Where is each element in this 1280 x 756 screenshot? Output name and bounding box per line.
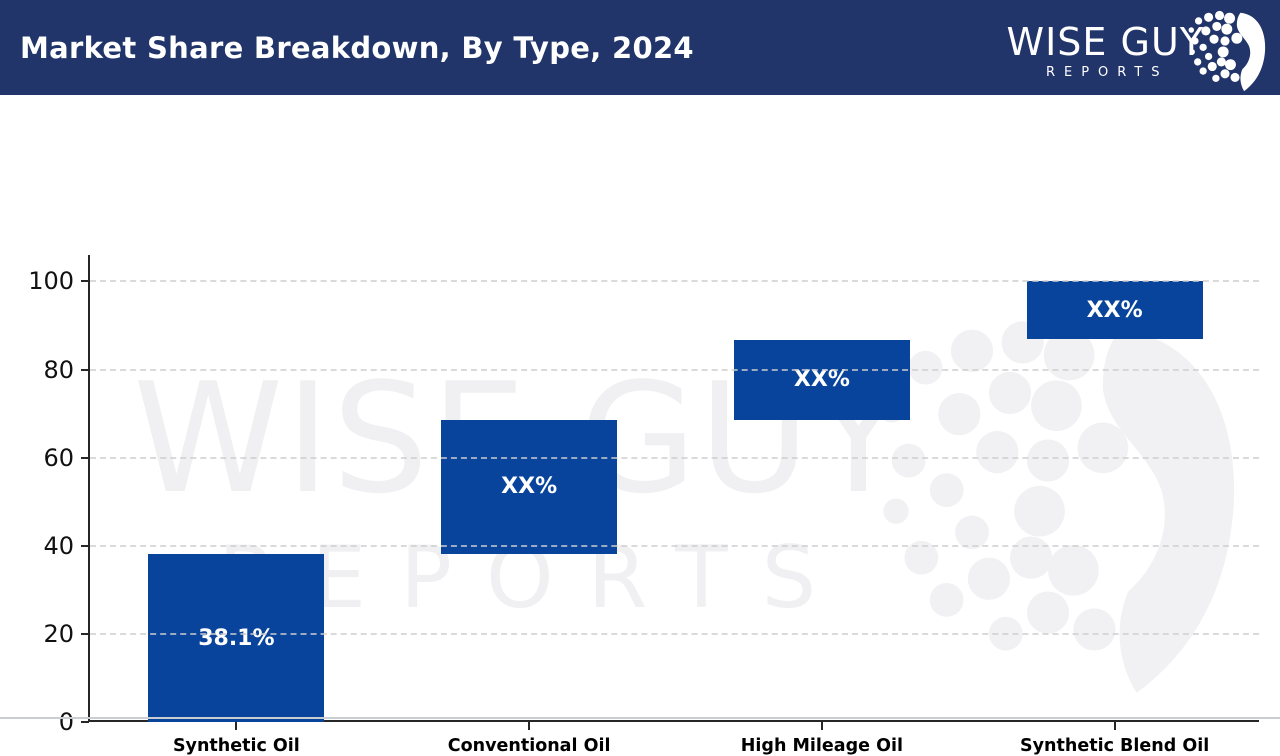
x-category-label: Synthetic Oil bbox=[172, 736, 300, 756]
y-axis-tick bbox=[81, 456, 89, 459]
watermark-head-icon bbox=[858, 317, 1238, 701]
y-tick-label: 100 bbox=[28, 267, 74, 296]
bar-value-label: 38.1% bbox=[198, 625, 275, 651]
logo-text: WISE GUY REPORTS bbox=[1007, 22, 1204, 80]
gridline bbox=[90, 632, 1259, 635]
x-category-label: Synthetic Blend Oil bbox=[1020, 736, 1210, 756]
y-tick-label: 0 bbox=[58, 708, 74, 736]
y-axis-tick bbox=[81, 368, 89, 371]
logo-head-icon bbox=[1184, 10, 1266, 96]
bar-synthetic-oil: 38.1% bbox=[148, 554, 325, 722]
bar-value-label: XX% bbox=[501, 474, 558, 500]
y-axis-tick bbox=[81, 544, 89, 547]
bar-high-mileage-oil: XX% bbox=[733, 339, 910, 420]
gridline bbox=[90, 368, 1259, 371]
x-axis-tick bbox=[820, 722, 823, 730]
y-tick-label: 20 bbox=[43, 619, 74, 648]
logo-subtitle: REPORTS bbox=[1045, 65, 1169, 80]
bar-synthetic-blend-oil: XX% bbox=[1026, 281, 1203, 340]
x-axis-tick bbox=[235, 722, 238, 730]
x-category-label: Conventional Oil bbox=[447, 736, 611, 756]
y-axis-tick bbox=[81, 280, 89, 283]
page-title: Market Share Breakdown, By Type, 2024 bbox=[20, 30, 694, 65]
y-tick-label: 80 bbox=[43, 355, 74, 384]
gridline bbox=[90, 544, 1259, 547]
y-axis-tick bbox=[81, 721, 89, 723]
chart-area: WISE GUY REPORTS 0 20 40 60 80 100 38.1% XX% XX bbox=[0, 95, 1280, 756]
gridline bbox=[90, 456, 1259, 459]
gridline bbox=[90, 280, 1259, 283]
y-tick-label: 40 bbox=[43, 531, 74, 560]
x-category-label: High Mileage Oil bbox=[740, 736, 903, 756]
bar-value-label: XX% bbox=[1086, 297, 1143, 323]
y-tick-label: 60 bbox=[43, 443, 74, 472]
bar-conventional-oil: XX% bbox=[441, 419, 618, 555]
x-axis-tick bbox=[1113, 722, 1116, 730]
bottom-divider bbox=[0, 717, 1280, 719]
plot-area: 0 20 40 60 80 100 38.1% XX% XX% XX% Synthetic Oil C… bbox=[28, 255, 1259, 756]
wise-guy-logo: WISE GUY REPORTS bbox=[1007, 10, 1266, 96]
bar-value-label: XX% bbox=[793, 367, 850, 393]
header: Market Share Breakdown, By Type, 2024 WI… bbox=[0, 0, 1280, 95]
x-axis-tick bbox=[528, 722, 531, 730]
logo-wordmark: WISE GUY bbox=[1006, 20, 1204, 64]
y-axis-tick bbox=[81, 632, 89, 635]
